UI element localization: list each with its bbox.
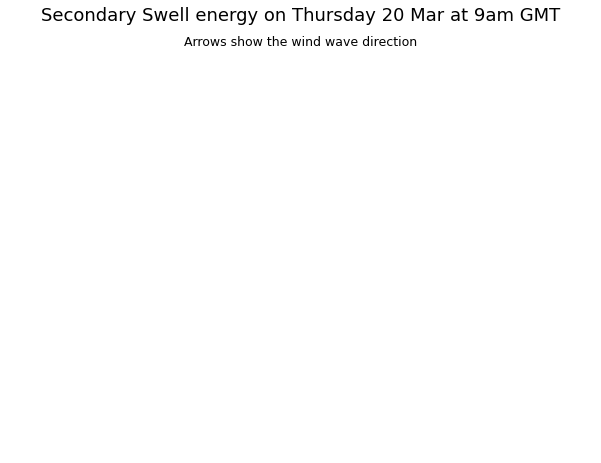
Text: Secondary Swell energy on Thursday 20 Mar at 9am GMT: Secondary Swell energy on Thursday 20 Ma…: [41, 7, 560, 25]
Text: Arrows show the wind wave direction: Arrows show the wind wave direction: [184, 36, 417, 49]
